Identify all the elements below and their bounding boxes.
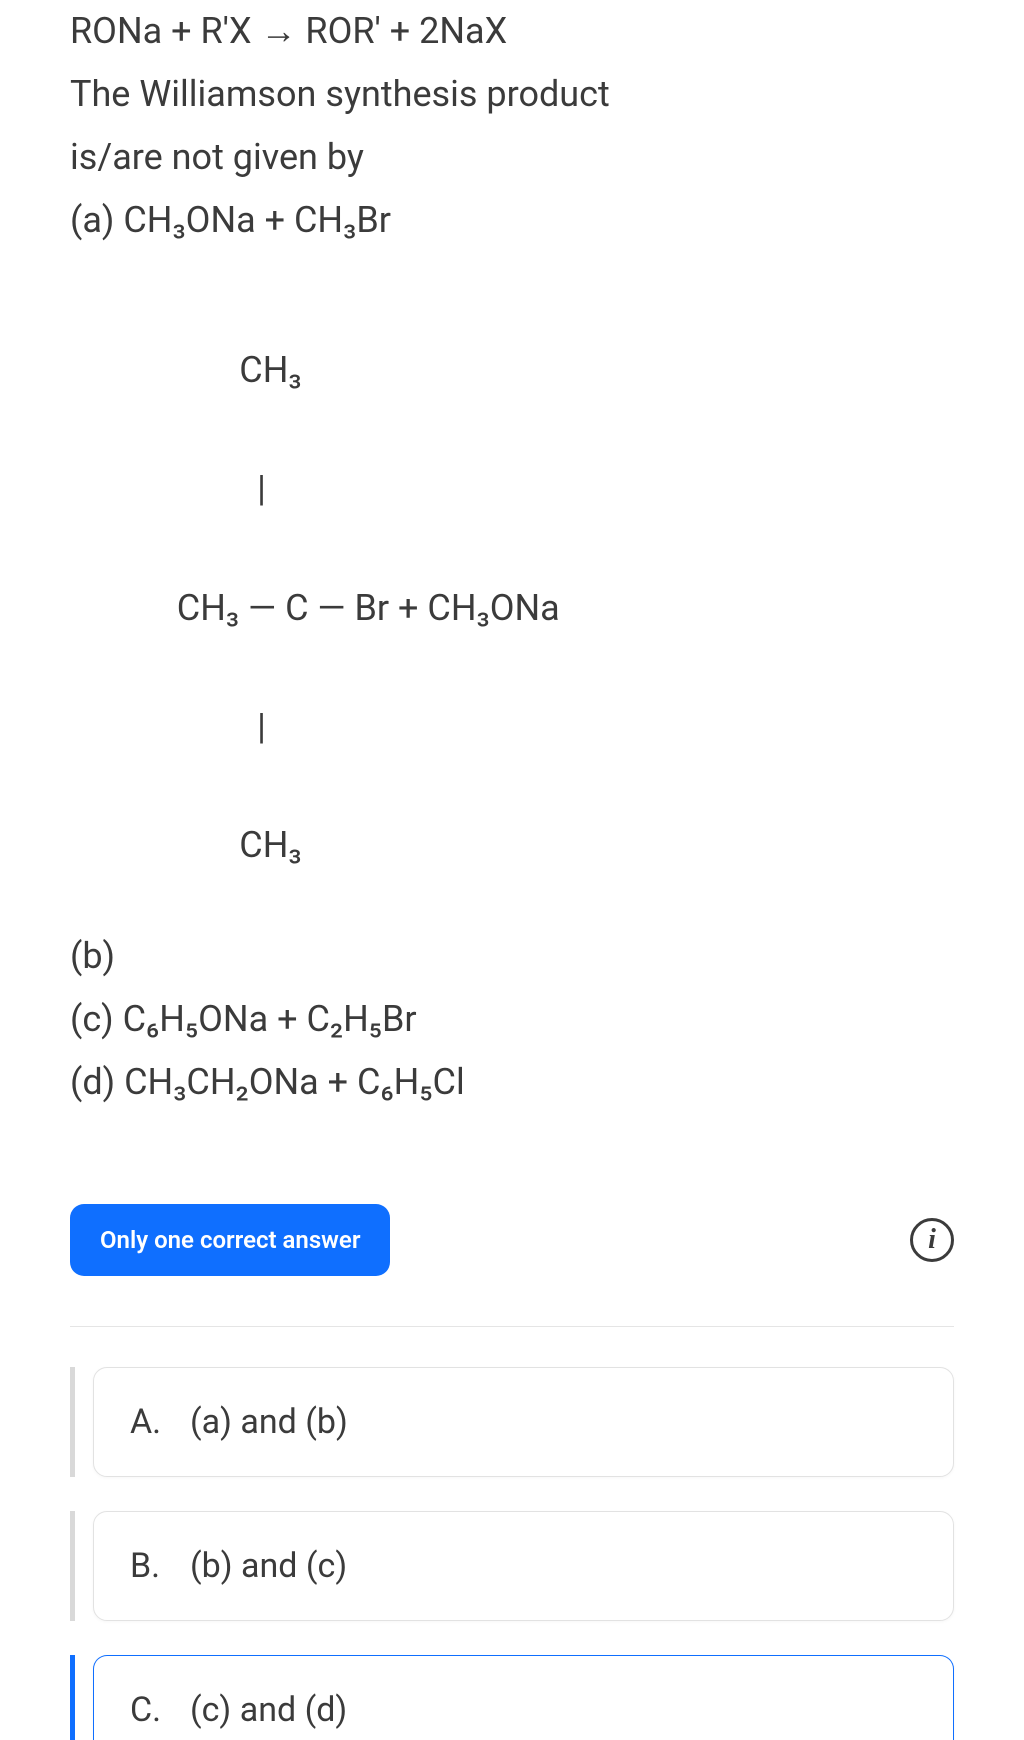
answer-wrap-c: C. (c) and (d) xyxy=(70,1655,954,1740)
structure-line-3: CH₃ — C — Br + CH₃ONa xyxy=(150,589,954,629)
answer-letter: C. xyxy=(130,1690,190,1730)
answer-text: (b) and (c) xyxy=(190,1546,917,1586)
question-block: RONa + R′X → ROR′ + 2NaX The Williamson … xyxy=(70,0,954,1114)
structure-line-5: CH₃ xyxy=(150,826,954,866)
answer-wrap-b: B. (b) and (c) xyxy=(70,1511,954,1621)
structure-line-1: CH₃ xyxy=(150,351,954,391)
badge-row: Only one correct answer i xyxy=(70,1204,954,1276)
answer-option-a[interactable]: A. (a) and (b) xyxy=(93,1367,954,1477)
option-b: (b) xyxy=(70,925,954,988)
structure-line-2: | xyxy=(150,470,954,510)
divider xyxy=(70,1326,954,1327)
info-icon[interactable]: i xyxy=(910,1218,954,1262)
stem-line-2: is/are not given by xyxy=(70,126,954,189)
answer-text: (a) and (b) xyxy=(190,1402,917,1442)
stem-line-1: The Williamson synthesis product xyxy=(70,63,954,126)
option-a: (a) CH₃ONa + CH₃Br xyxy=(70,189,954,252)
chem-structure: CH₃ | CH₃ — C — Br + CH₃ONa | CH₃ xyxy=(150,272,954,945)
answer-text: (c) and (d) xyxy=(190,1690,917,1730)
answer-option-c[interactable]: C. (c) and (d) xyxy=(93,1655,954,1740)
option-d: (d) CH₃CH₂ONa + C₆H₅Cl xyxy=(70,1051,954,1114)
answers-list: A. (a) and (b) B. (b) and (c) C. (c) and… xyxy=(70,1367,954,1740)
answer-option-b[interactable]: B. (b) and (c) xyxy=(93,1511,954,1621)
answer-letter: B. xyxy=(130,1546,190,1586)
answer-type-badge: Only one correct answer xyxy=(70,1204,390,1276)
structure-line-4: | xyxy=(150,708,954,748)
answer-letter: A. xyxy=(130,1402,190,1442)
reaction-line: RONa + R′X → ROR′ + 2NaX xyxy=(70,0,954,63)
option-c: (c) C₆H₅ONa + C₂H₅Br xyxy=(70,988,954,1051)
answer-wrap-a: A. (a) and (b) xyxy=(70,1367,954,1477)
